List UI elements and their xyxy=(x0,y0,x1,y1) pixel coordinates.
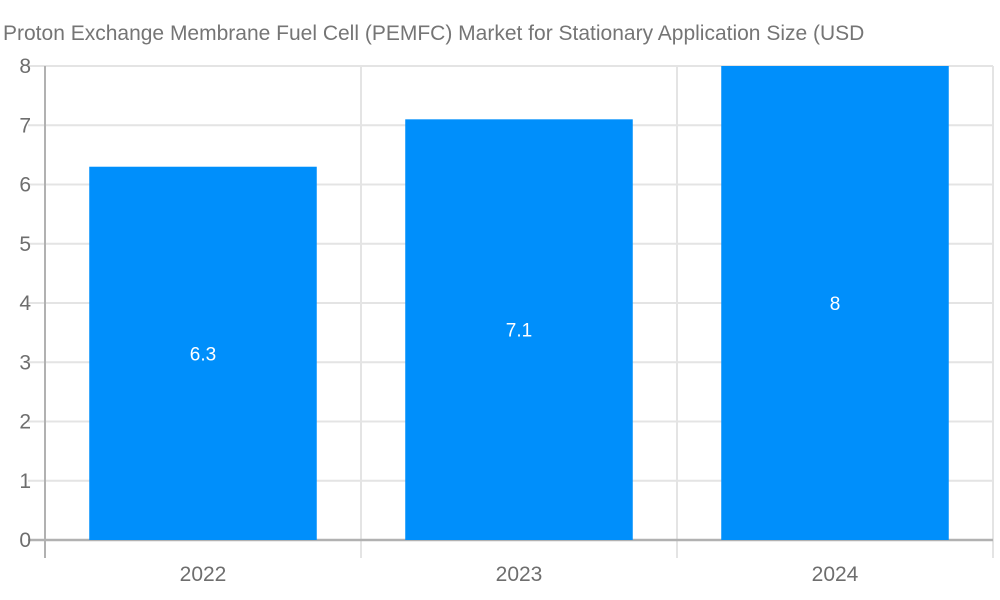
bar-value-label: 8 xyxy=(830,294,841,315)
y-axis-tick-label: 8 xyxy=(19,55,31,78)
y-axis-tick-label: 4 xyxy=(19,292,31,315)
bar-2023[interactable] xyxy=(405,119,633,540)
y-axis-tick-label: 7 xyxy=(19,114,31,137)
bar-value-label: 6.3 xyxy=(190,344,216,365)
chart-title: Proton Exchange Membrane Fuel Cell (PEMF… xyxy=(3,22,865,45)
bar-2022[interactable] xyxy=(89,166,317,540)
y-axis-tick-label: 5 xyxy=(19,233,31,256)
bar-2024[interactable] xyxy=(721,66,949,540)
y-axis-tick-label: 1 xyxy=(19,470,31,493)
x-axis-tick-label: 2023 xyxy=(496,563,543,586)
x-axis-tick-label: 2024 xyxy=(812,563,859,586)
y-axis-tick-label: 6 xyxy=(19,174,31,197)
x-axis-tick-label: 2022 xyxy=(180,563,227,586)
y-axis-tick-label: 2 xyxy=(19,411,31,434)
bar-value-label: 7.1 xyxy=(506,321,532,342)
y-axis-tick-label: 0 xyxy=(19,529,31,552)
y-axis-tick-label: 3 xyxy=(19,351,31,374)
